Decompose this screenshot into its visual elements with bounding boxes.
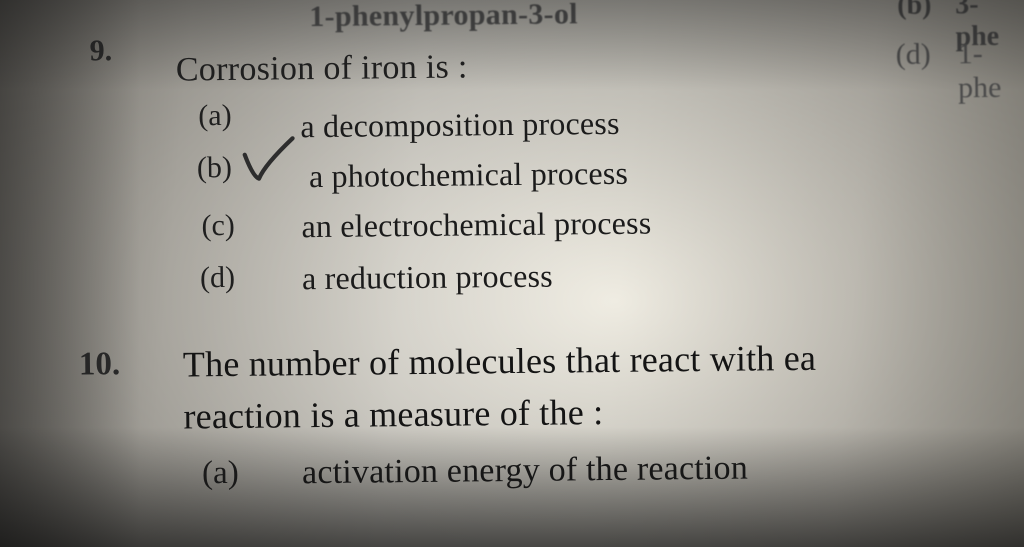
right-option-d-text: 1-phe	[958, 37, 1023, 106]
content-layer: 1-phenylpropan-3-ol (b) 3-phe (d) 1-phe …	[0, 0, 1024, 547]
page-photo: 1-phenylpropan-3-ol (b) 3-phe (d) 1-phe …	[0, 0, 1024, 547]
q9-option-b-text: a photochemical process	[309, 155, 629, 195]
prev-answer-fragment: 1-phenylpropan-3-ol	[309, 0, 578, 34]
q9-option-b-letter: (b)	[197, 151, 232, 185]
q9-option-d-letter: (d)	[200, 261, 235, 295]
q9-option-c-text: an electrochemical process	[301, 205, 651, 246]
handwritten-check-icon	[239, 134, 300, 185]
q10-option-a-text: activation energy of the reaction	[302, 450, 748, 493]
right-option-b-letter: (b)	[897, 0, 932, 22]
q9-option-d-text: a reduction process	[302, 258, 553, 298]
q10-title-line2: reaction is a measure of the :	[183, 391, 603, 437]
q9-option-a-letter: (a)	[198, 99, 232, 133]
q10-number: 10.	[79, 346, 121, 383]
q10-option-a-letter: (a)	[202, 455, 239, 492]
q9-option-c-letter: (c)	[201, 209, 235, 243]
q9-number: 9.	[89, 34, 112, 68]
q9-title: Corrosion of iron is :	[176, 48, 468, 89]
q10-title-line1: The number of molecules that react with …	[183, 337, 817, 386]
right-option-d-letter: (d)	[896, 38, 931, 72]
q9-option-a-text: a decomposition process	[300, 105, 620, 145]
